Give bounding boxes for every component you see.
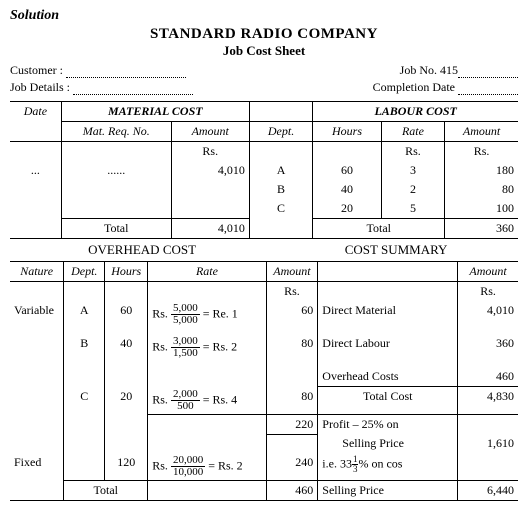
rs-5: Rs. xyxy=(458,282,518,302)
overhead-cost-head: OVERHEAD COST xyxy=(10,239,274,261)
oh-amt-1: 80 xyxy=(266,334,318,361)
lab-amt-1: 80 xyxy=(445,180,518,199)
oh-rate-2: Rs. 2,000500 = Rs. 4 xyxy=(148,387,266,415)
col-hours2: Hours xyxy=(105,262,148,282)
col-amount3: Amount xyxy=(266,262,318,282)
sum-tc: 4,830 xyxy=(458,387,518,415)
oh-hours-2: 20 xyxy=(105,387,148,415)
sp-label: Selling Price xyxy=(318,481,458,501)
oh-dept-0: A xyxy=(64,301,105,328)
col-labour-cost: LABOUR COST xyxy=(313,102,518,122)
var-subtotal: 220 xyxy=(266,414,318,434)
fixed-amt: 240 xyxy=(266,453,318,481)
solution-label: Solution xyxy=(10,8,518,24)
section-headers: OVERHEAD COST COST SUMMARY xyxy=(10,239,518,261)
fixed-hours: 120 xyxy=(105,453,148,481)
oh-rate-0: Rs. 5,0005,000 = Re. 1 xyxy=(148,301,266,328)
oh-total: 460 xyxy=(266,481,318,501)
sum-dl-label: Direct Labour xyxy=(318,334,458,361)
lab-hours-1: 40 xyxy=(313,180,381,199)
sum-dm-label: Direct Material xyxy=(318,301,458,328)
rs-2: Rs. xyxy=(381,142,445,162)
lab-amt-2: 100 xyxy=(445,199,518,219)
oh-hours-0: 60 xyxy=(105,301,148,328)
header-row-1: Customer : Job No. 415 xyxy=(10,63,518,78)
material-labour-table: Date MATERIAL COST LABOUR COST Mat. Req.… xyxy=(10,101,518,239)
col-rate2: Rate xyxy=(148,262,266,282)
sum-dm: 4,010 xyxy=(458,301,518,328)
lab-dept-1: B xyxy=(249,180,313,199)
jobno-label: Job No. 415 xyxy=(400,63,458,77)
col-nature: Nature xyxy=(10,262,64,282)
lab-amt-0: 180 xyxy=(445,161,518,180)
oh-rate-1: Rs. 3,0001,500 = Rs. 2 xyxy=(148,334,266,361)
overhead-summary-table: Nature Dept. Hours Rate Amount Amount Rs… xyxy=(10,261,518,501)
col-amount2: Amount xyxy=(445,122,518,142)
nature-variable: Variable xyxy=(10,301,64,328)
sum-oc-label: Overhead Costs xyxy=(318,367,458,387)
customer-label: Customer : xyxy=(10,63,63,77)
lab-dept-0: A xyxy=(249,161,313,180)
lab-total: 360 xyxy=(445,219,518,239)
nature-fixed: Fixed xyxy=(10,453,64,481)
col-amount4: Amount xyxy=(458,262,518,282)
rs-4: Rs. xyxy=(266,282,318,302)
profit-l2: Selling Price xyxy=(318,434,458,453)
oh-dept-2: C xyxy=(64,387,105,415)
lab-rate-2: 5 xyxy=(381,199,445,219)
oh-total-label: Total xyxy=(64,481,148,501)
col-dept: Dept. xyxy=(249,122,313,142)
completion-label: Completion Date xyxy=(373,80,455,94)
col-dept2: Dept. xyxy=(64,262,105,282)
jobdetails-label: Job Details : xyxy=(10,80,70,94)
sum-profit: 1,610 xyxy=(458,434,518,453)
header-row-2: Job Details : Completion Date xyxy=(10,80,518,95)
oh-amt-2: 80 xyxy=(266,387,318,415)
col-amount1: Amount xyxy=(171,122,249,142)
col-hours: Hours xyxy=(313,122,381,142)
profit-l1: Profit – 25% on xyxy=(318,414,458,434)
oh-amt-0: 60 xyxy=(266,301,318,328)
cost-summary-head: COST SUMMARY xyxy=(274,239,518,261)
sum-oc: 460 xyxy=(458,367,518,387)
oh-dept-1: B xyxy=(64,334,105,361)
lab-dept-2: C xyxy=(249,199,313,219)
lab-rate-1: 2 xyxy=(381,180,445,199)
fixed-rate: Rs. 20,00010,000 = Rs. 2 xyxy=(148,453,266,481)
ie-line: i.e. 3313% on cos xyxy=(318,453,458,481)
col-material-cost: MATERIAL COST xyxy=(61,102,249,122)
col-matreq: Mat. Req. No. xyxy=(61,122,171,142)
lab-total-label: Total xyxy=(313,219,445,239)
mat-amount: 4,010 xyxy=(171,161,249,180)
company-name: STANDARD RADIO COMPANY xyxy=(10,26,518,43)
col-date: Date xyxy=(10,102,61,142)
mat-total-label: Total xyxy=(61,219,171,239)
lab-rate-0: 3 xyxy=(381,161,445,180)
lab-hours-2: 20 xyxy=(313,199,381,219)
sum-tc-label: Total Cost xyxy=(318,387,458,415)
lab-hours-0: 60 xyxy=(313,161,381,180)
oh-hours-1: 40 xyxy=(105,334,148,361)
mat-total: 4,010 xyxy=(171,219,249,239)
rs-3: Rs. xyxy=(445,142,518,162)
col-rate: Rate xyxy=(381,122,445,142)
sheet-title: Job Cost Sheet xyxy=(10,43,518,59)
rs-1: Rs. xyxy=(171,142,249,162)
sum-dl: 360 xyxy=(458,334,518,361)
sp-value: 6,440 xyxy=(458,481,518,501)
